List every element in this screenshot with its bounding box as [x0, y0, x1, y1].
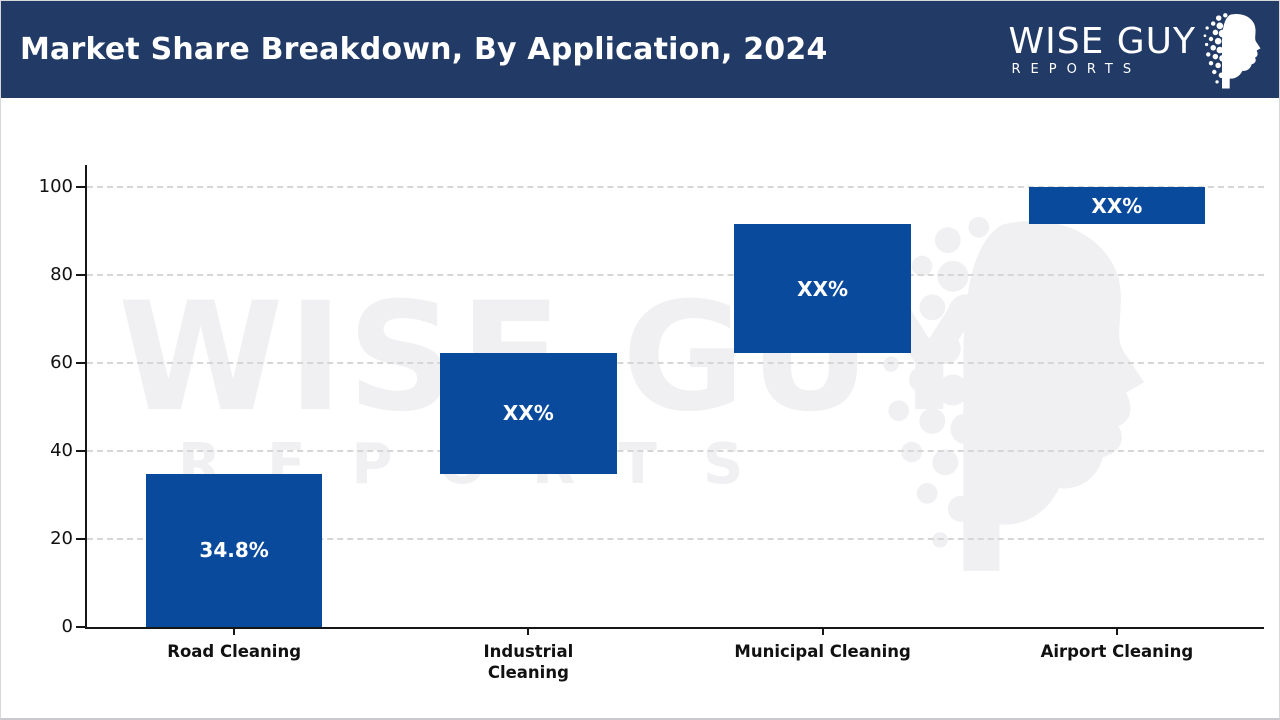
x-tick-mark — [821, 627, 824, 635]
y-tick-mark — [76, 274, 85, 276]
bar: 34.8% — [145, 473, 323, 627]
y-tick-mark — [76, 626, 85, 628]
logo: WISE GUY REPORTS — [1009, 6, 1267, 94]
x-category-label: Industrial Cleaning — [408, 641, 648, 683]
x-tick-mark — [233, 627, 236, 635]
x-category-label-line: Cleaning — [487, 663, 569, 682]
gridline — [87, 186, 1264, 188]
x-category-label-line: Airport Cleaning — [1040, 642, 1194, 661]
y-tick-label: 100 — [38, 176, 73, 197]
bar-value-label: XX% — [797, 276, 849, 301]
bar-value-label: XX% — [502, 401, 554, 426]
x-tick-mark — [527, 627, 530, 635]
logo-wordmark: WISE GUY REPORTS — [1008, 21, 1197, 78]
y-tick-label: 80 — [50, 264, 73, 285]
logo-wordmark-line1: WISE GUY — [1008, 21, 1196, 62]
y-tick-label: 60 — [50, 352, 73, 373]
plot-area: 0 20 40 60 80 100 34.8% Road Cleaning XX% Industr… — [39, 165, 1264, 682]
x-category-label: Municipal Cleaning — [703, 641, 943, 662]
y-tick-label: 20 — [50, 528, 73, 549]
y-tick-label: 0 — [61, 616, 73, 637]
gridline — [87, 362, 1264, 364]
x-tick-mark — [1115, 627, 1118, 635]
y-tick-label: 40 — [50, 440, 73, 461]
bar: XX% — [1028, 187, 1206, 225]
gridline — [87, 274, 1264, 276]
page-title: Market Share Breakdown, By Application, … — [20, 31, 828, 67]
bar-value-label: XX% — [1091, 193, 1143, 218]
x-category-label-line: Municipal Cleaning — [734, 642, 911, 661]
gridline — [87, 538, 1264, 540]
logo-wordmark-line2: REPORTS — [1011, 62, 1142, 77]
logo-head-icon — [1203, 13, 1261, 89]
x-category-label: Road Cleaning — [114, 641, 354, 662]
bar: XX% — [734, 224, 911, 353]
x-category-label: Airport Cleaning — [997, 641, 1237, 662]
bar-value-label: 34.8% — [199, 538, 269, 563]
y-tick-mark — [76, 450, 85, 452]
y-tick-mark — [76, 362, 85, 364]
y-tick-mark — [76, 186, 85, 188]
y-tick-mark — [76, 538, 85, 540]
x-category-label-line: Industrial — [483, 642, 574, 661]
bar: XX% — [440, 352, 617, 474]
x-category-label-line: Road Cleaning — [167, 642, 302, 661]
header: Market Share Breakdown, By Application, … — [0, 0, 1280, 98]
gridline — [87, 450, 1264, 452]
